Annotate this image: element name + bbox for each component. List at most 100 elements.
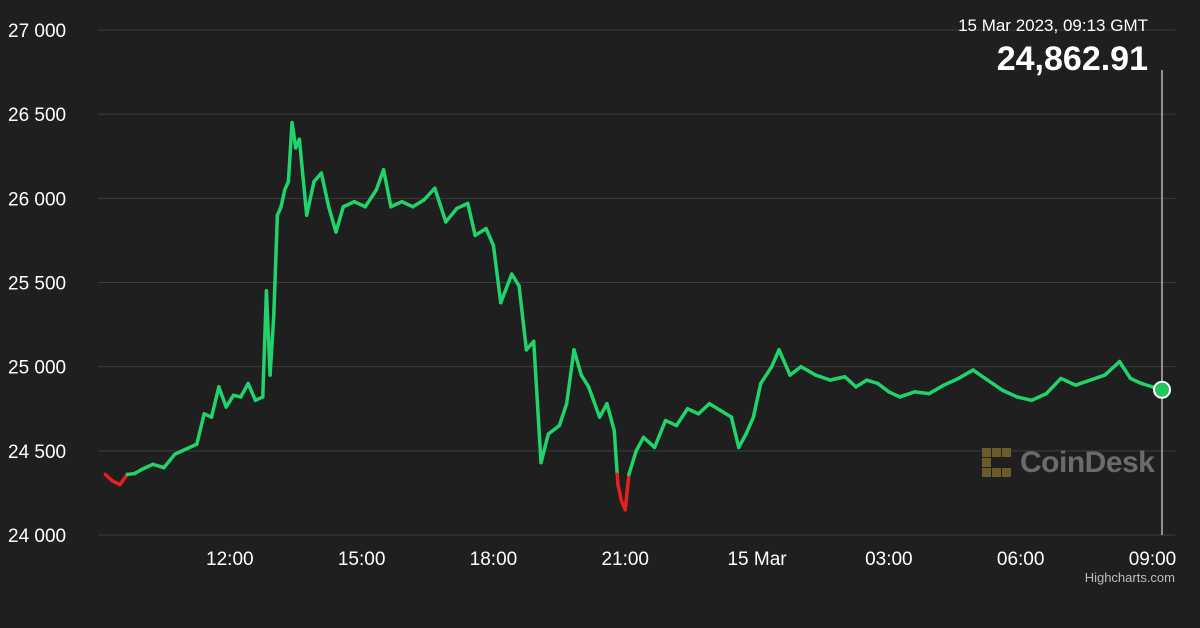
series-segment [286, 120, 294, 184]
series-segment [663, 418, 679, 428]
series-segment [433, 186, 448, 224]
series-segment [118, 472, 130, 487]
series-segment [271, 213, 280, 318]
series-segment [539, 432, 551, 465]
series-segment [597, 401, 609, 419]
series-segment [942, 376, 961, 387]
series-segment [268, 314, 276, 377]
series-segment [579, 373, 591, 389]
x-tick-label: 06:00 [997, 549, 1045, 570]
series-segment [352, 199, 368, 209]
tooltip-date: 15 Mar 2023, 09:13 GMT [958, 16, 1148, 35]
series-segment [341, 199, 357, 209]
series-segment [173, 447, 188, 456]
series-segment [854, 378, 869, 389]
series-segment [898, 390, 917, 399]
y-tick-label: 24 500 [8, 442, 66, 463]
series-segment [444, 206, 459, 224]
series-segment [729, 415, 741, 450]
series-segment [546, 423, 562, 436]
series-segment [411, 198, 426, 209]
series-segment [612, 428, 619, 477]
series-segment [751, 381, 763, 419]
series-segment [140, 462, 155, 472]
price-series [103, 120, 1164, 512]
y-tick-label: 25 000 [8, 358, 66, 379]
x-tick-label: 18:00 [470, 549, 518, 570]
series-segment [843, 375, 858, 389]
series-segment [246, 381, 258, 403]
series-segment [1088, 373, 1107, 382]
series-segment [828, 375, 847, 382]
series-segment [319, 171, 331, 209]
highcharts-credit[interactable]: Highcharts.com [1084, 570, 1175, 585]
series-segment [736, 432, 748, 450]
series-segment [1000, 388, 1019, 399]
series-segment [195, 412, 206, 446]
series-segment [1029, 391, 1049, 403]
x-tick-label: 15 Mar [727, 549, 787, 570]
tooltip-price: 24,862.91 [996, 40, 1148, 78]
series-segment [473, 226, 488, 238]
series-segment [374, 167, 386, 192]
series-segment [151, 462, 166, 470]
series-segment [769, 348, 781, 369]
series-segment [484, 226, 496, 248]
series-segment [788, 364, 803, 377]
last-price-marker[interactable] [1153, 380, 1171, 399]
series-segment [572, 348, 584, 377]
series-segment [1044, 376, 1063, 396]
series-segment [326, 205, 338, 234]
series-segment [499, 272, 514, 305]
series-segment [586, 385, 602, 419]
series-segment [162, 452, 177, 470]
x-tick-label: 21:00 [601, 549, 649, 570]
series-segment [239, 381, 250, 399]
series-segment [887, 390, 902, 399]
series-segment [707, 401, 723, 413]
y-tick-label: 26 000 [8, 189, 66, 210]
y-axis-ticks: 24 000 24 500 25 000 25 500 26 000 26 500 27 0… [8, 21, 66, 547]
series-segment [777, 348, 792, 377]
coindesk-logo-icon [982, 448, 1011, 477]
series-segment [685, 407, 701, 416]
series-segment [627, 449, 638, 477]
series-segment [455, 201, 470, 211]
series-segment [1059, 376, 1078, 387]
series-segment [605, 401, 617, 433]
series-segment [985, 378, 1005, 392]
x-tick-label: 09:00 [1129, 549, 1177, 570]
series-segment [209, 385, 221, 419]
y-tick-label: 25 500 [8, 274, 66, 295]
series-segment [334, 205, 346, 234]
series-segment [1128, 376, 1144, 386]
series-segment [634, 435, 646, 453]
series-segment [865, 378, 880, 386]
series-segment [1139, 381, 1155, 389]
series-segment [363, 188, 379, 209]
series-segment [557, 401, 569, 428]
series-segment [674, 407, 690, 428]
y-tick-label: 26 500 [8, 105, 66, 126]
series-segment [1073, 378, 1092, 387]
series-segment [224, 393, 236, 409]
series-segment [279, 188, 287, 209]
watermark-text: CoinDesk [1020, 446, 1155, 479]
x-axis-ticks: 12:00 15:00 18:00 21:00 15 Mar 03:00 06:00 09:0… [206, 549, 1176, 570]
series-segment [564, 348, 576, 406]
series-segment [799, 364, 818, 377]
series-segment [876, 381, 891, 394]
series-segment [531, 339, 543, 465]
series-segment [304, 179, 316, 217]
series-segment [517, 284, 529, 352]
series-segment [758, 364, 774, 386]
series-segment [813, 373, 833, 382]
series-segment [744, 415, 756, 436]
series-segment [509, 272, 521, 288]
series-segment [616, 482, 624, 504]
series-segment [956, 368, 975, 381]
y-tick-label: 27 000 [8, 21, 66, 42]
series-segment [971, 368, 990, 382]
y-tick-label: 24 000 [8, 526, 66, 547]
